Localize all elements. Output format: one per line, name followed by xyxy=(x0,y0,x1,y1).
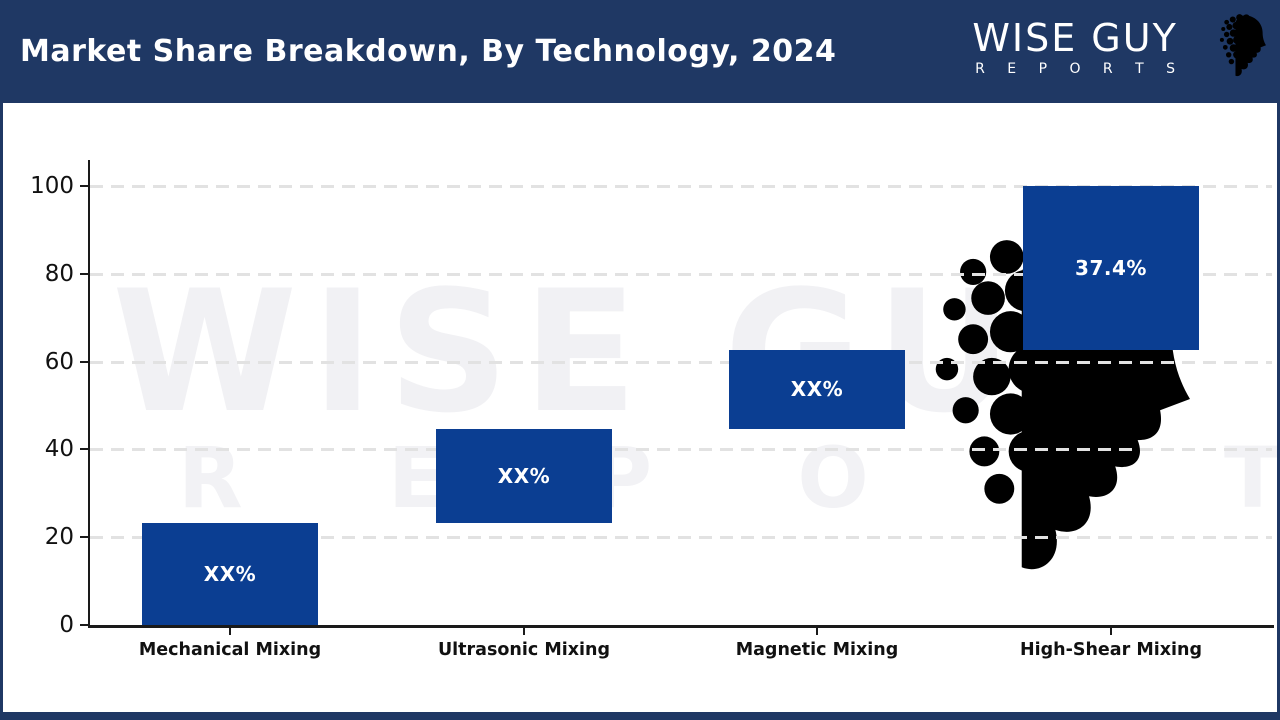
logo-wordmark: WISE GUY xyxy=(972,16,1178,61)
y-tick xyxy=(80,360,88,363)
y-tick-label: 80 xyxy=(44,260,74,287)
x-tick xyxy=(816,628,818,635)
x-tick xyxy=(523,628,525,635)
bar-label: XX% xyxy=(497,463,551,488)
gridline xyxy=(90,185,1272,188)
y-tick-label: 20 xyxy=(44,524,74,551)
x-tick-label: High-Shear Mixing xyxy=(1019,640,1203,660)
logo-head-icon xyxy=(1219,14,1266,82)
bar-segment: XX% xyxy=(142,523,318,625)
page-border-right xyxy=(1277,0,1280,720)
bar-label: 37.4% xyxy=(1075,256,1147,281)
y-tick-label: 100 xyxy=(30,173,74,199)
y-axis-line xyxy=(88,160,90,627)
bar-segment: XX% xyxy=(729,350,905,429)
bar-label: XX% xyxy=(203,562,257,587)
x-tick-label: Ultrasonic Mixing xyxy=(437,640,611,660)
y-tick-label: 60 xyxy=(44,348,74,375)
page-title: Market Share Breakdown, By Technology, 2… xyxy=(20,34,837,69)
x-tick-label: Mechanical Mixing xyxy=(138,640,322,660)
bar-segment: XX% xyxy=(436,428,612,524)
y-tick xyxy=(80,624,88,626)
gridline xyxy=(90,272,1272,276)
bar-segment: 37.4% xyxy=(1023,186,1199,351)
page-border-left xyxy=(0,0,3,720)
gridline xyxy=(90,536,1272,540)
gridline xyxy=(90,448,1272,452)
logo: WISE GUY R E P O R T S xyxy=(966,6,1266,90)
y-tick xyxy=(80,185,88,187)
y-tick xyxy=(80,448,88,451)
gridline xyxy=(90,360,1272,364)
y-tick xyxy=(80,272,88,275)
page-border-bottom xyxy=(0,712,1280,720)
header: Market Share Breakdown, By Technology, 2… xyxy=(0,0,1280,103)
bar-label: XX% xyxy=(790,377,844,402)
y-tick-label: 40 xyxy=(44,436,74,463)
x-tick xyxy=(1110,628,1112,635)
logo-subtext: R E P O R T S xyxy=(975,60,1184,77)
y-tick xyxy=(80,536,88,539)
x-tick xyxy=(229,628,231,635)
x-axis-line xyxy=(88,625,1274,628)
y-tick-label: 0 xyxy=(59,612,74,638)
x-tick-label: Magnetic Mixing xyxy=(735,640,899,660)
